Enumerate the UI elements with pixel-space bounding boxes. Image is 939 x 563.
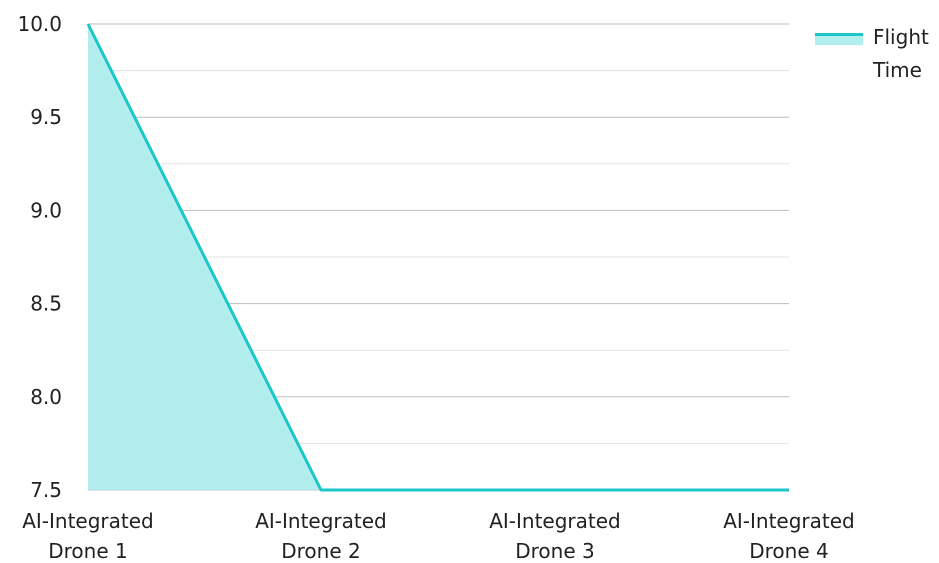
- y-tick-label: 10.0: [17, 12, 62, 36]
- y-tick-label: 8.0: [30, 385, 62, 409]
- y-axis-ticks: 7.5 8.0 8.5 9.0 9.5 10.0: [17, 12, 62, 502]
- x-category-label-line: AI-Integrated: [489, 509, 621, 533]
- x-category-label-2: AI-Integrated Drone 2: [255, 509, 387, 563]
- y-tick-label: 9.5: [30, 105, 62, 129]
- legend-label-line-2: Time: [872, 58, 922, 82]
- x-axis-categories: AI-Integrated Drone 1 AI-Integrated Drone 2…: [22, 509, 855, 563]
- legend[interactable]: Flight Time: [815, 25, 929, 82]
- y-tick-label: 7.5: [30, 478, 62, 502]
- y-tick-label: 8.5: [30, 292, 62, 316]
- x-category-label-line: Drone 4: [749, 539, 828, 563]
- x-category-label-4: AI-Integrated Drone 4: [723, 509, 855, 563]
- plot-area: [86, 23, 790, 492]
- x-category-label-line: Drone 2: [281, 539, 360, 563]
- x-category-label-line: Drone 3: [515, 539, 594, 563]
- x-category-label-line: AI-Integrated: [22, 509, 154, 533]
- x-category-label-1: AI-Integrated Drone 1: [22, 509, 154, 563]
- series-line-flight-time: [86, 23, 789, 492]
- area-fill-flight-time: [88, 24, 789, 490]
- x-category-label-line: AI-Integrated: [255, 509, 387, 533]
- y-tick-label: 9.0: [30, 198, 62, 222]
- legend-label-line-1: Flight: [873, 25, 929, 49]
- x-category-label-3: AI-Integrated Drone 3: [489, 509, 621, 563]
- x-category-label-line: Drone 1: [48, 539, 127, 563]
- x-category-label-line: AI-Integrated: [723, 509, 855, 533]
